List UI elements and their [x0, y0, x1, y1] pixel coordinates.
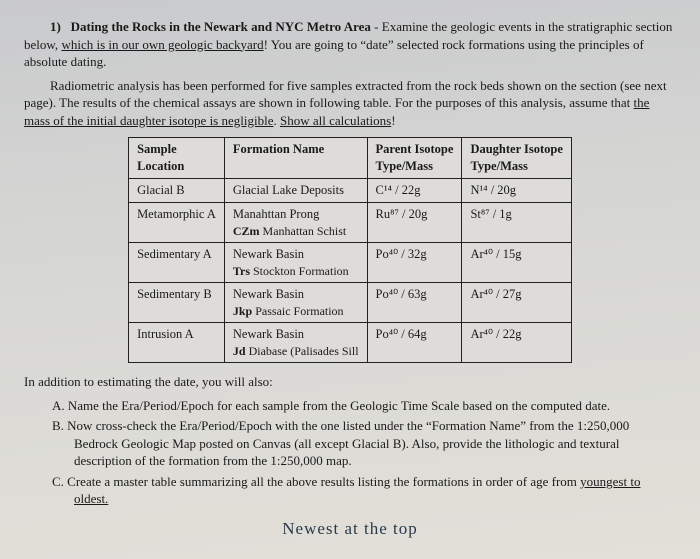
table-header-row: Sample Location Formation Name Parent Is…	[129, 138, 572, 179]
cell-daughter: St⁸⁷ / 1g	[462, 202, 571, 242]
table-row: Metamorphic AManahttan ProngCZm Manhatta…	[129, 202, 572, 242]
cell-parent: C¹⁴ / 22g	[367, 179, 462, 203]
cell-parent: Po⁴⁰ / 64g	[367, 323, 462, 363]
heading-paragraph: 1) Dating the Rocks in the Newark and NY…	[24, 18, 676, 71]
cell-daughter: Ar⁴⁰ / 27g	[462, 283, 571, 323]
th-parent: Parent Isotope Type/Mass	[367, 138, 462, 179]
table-row: Intrusion ANewark BasinJd Diabase (Palis…	[129, 323, 572, 363]
cell-parent: Po⁴⁰ / 32g	[367, 242, 462, 282]
table-row: Sedimentary ANewark BasinTrs Stockton Fo…	[129, 242, 572, 282]
p2-c: !	[391, 113, 395, 128]
cell-formation: Manahttan ProngCZm Manhattan Schist	[224, 202, 367, 242]
th-formation: Formation Name	[224, 138, 367, 179]
cell-formation: Newark BasinJd Diabase (Palisades Sill	[224, 323, 367, 363]
handwritten-note: Newest at the top	[24, 518, 676, 541]
cell-daughter: Ar⁴⁰ / 22g	[462, 323, 571, 363]
cell-location: Glacial B	[129, 179, 225, 203]
heading-dash: -	[371, 19, 382, 34]
samples-table: Sample Location Formation Name Parent Is…	[128, 137, 572, 363]
paragraph-2: Radiometric analysis has been performed …	[24, 77, 676, 130]
cell-parent: Po⁴⁰ / 63g	[367, 283, 462, 323]
heading-underlined: which is in our own geologic backyard	[61, 37, 263, 52]
th-sample: Sample Location	[129, 138, 225, 179]
heading-title: Dating the Rocks in the Newark and NYC M…	[71, 19, 371, 34]
cell-daughter: Ar⁴⁰ / 15g	[462, 242, 571, 282]
cell-location: Sedimentary B	[129, 283, 225, 323]
heading-number: 1)	[50, 19, 61, 34]
cell-location: Metamorphic A	[129, 202, 225, 242]
th-daughter: Daughter Isotope Type/Mass	[462, 138, 571, 179]
cell-location: Sedimentary A	[129, 242, 225, 282]
item-c: C. Create a master table summarizing all…	[52, 473, 676, 508]
table-row: Glacial BGlacial Lake DepositsC¹⁴ / 22gN…	[129, 179, 572, 203]
cell-formation: Newark BasinJkp Passaic Formation	[224, 283, 367, 323]
p2-u2: Show all calculations	[280, 113, 391, 128]
cell-daughter: N¹⁴ / 20g	[462, 179, 571, 203]
item-a: A. Name the Era/Period/Epoch for each sa…	[52, 397, 676, 415]
cell-formation: Glacial Lake Deposits	[224, 179, 367, 203]
cell-location: Intrusion A	[129, 323, 225, 363]
after-table-line: In addition to estimating the date, you …	[24, 373, 676, 391]
item-b: B. Now cross-check the Era/Period/Epoch …	[52, 417, 676, 470]
cell-formation: Newark BasinTrs Stockton Formation	[224, 242, 367, 282]
task-list: A. Name the Era/Period/Epoch for each sa…	[52, 397, 676, 508]
cell-parent: Ru⁸⁷ / 20g	[367, 202, 462, 242]
p2-a: Radiometric analysis has been performed …	[24, 78, 667, 111]
table-row: Sedimentary BNewark BasinJkp Passaic For…	[129, 283, 572, 323]
